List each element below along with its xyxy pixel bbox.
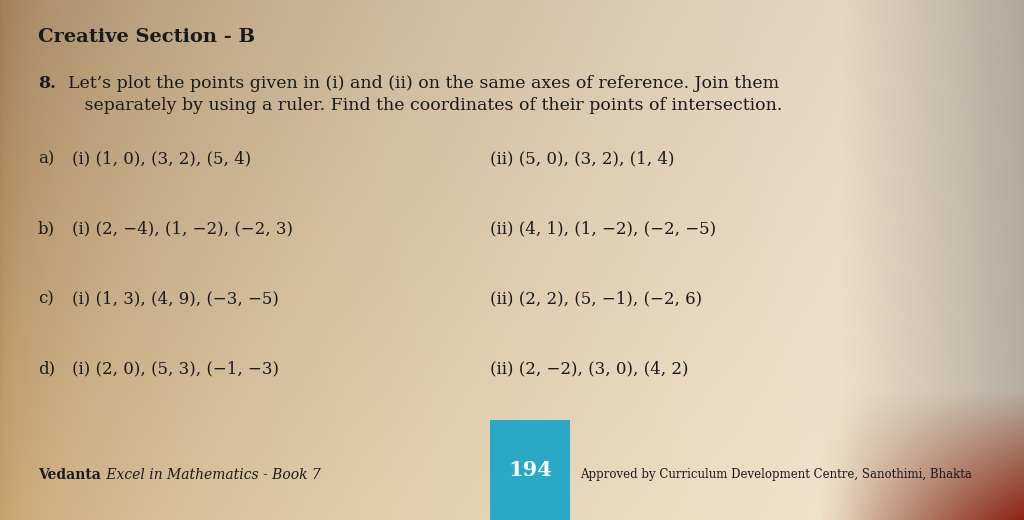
Text: Approved by Curriculum Development Centre, Sanothimi, Bhakta: Approved by Curriculum Development Centr… [580,468,972,481]
Text: (i) (2, 0), (5, 3), (−1, −3): (i) (2, 0), (5, 3), (−1, −3) [72,360,279,377]
Text: (ii) (4, 1), (1, −2), (−2, −5): (ii) (4, 1), (1, −2), (−2, −5) [490,220,716,237]
Text: 194: 194 [508,460,552,480]
Text: Creative Section - B: Creative Section - B [38,28,255,46]
Text: separately by using a ruler. Find the coordinates of their points of intersectio: separately by using a ruler. Find the co… [68,97,782,114]
Text: b): b) [38,220,55,237]
Text: Vedanta: Vedanta [38,468,101,482]
Bar [490,420,570,520]
Text: (i) (1, 0), (3, 2), (5, 4): (i) (1, 0), (3, 2), (5, 4) [72,150,251,167]
Text: Excel in Mathematics - Book 7: Excel in Mathematics - Book 7 [102,468,321,482]
Text: a): a) [38,150,54,167]
Text: (ii) (5, 0), (3, 2), (1, 4): (ii) (5, 0), (3, 2), (1, 4) [490,150,675,167]
Text: (ii) (2, −2), (3, 0), (4, 2): (ii) (2, −2), (3, 0), (4, 2) [490,360,688,377]
Text: c): c) [38,290,54,307]
Text: Let’s plot the points given in (i) and (ii) on the same axes of reference. Join : Let’s plot the points given in (i) and (… [68,75,779,92]
Text: 8.: 8. [38,75,56,92]
Text: (i) (1, 3), (4, 9), (−3, −5): (i) (1, 3), (4, 9), (−3, −5) [72,290,279,307]
Text: (i) (2, −4), (1, −2), (−2, 3): (i) (2, −4), (1, −2), (−2, 3) [72,220,293,237]
Text: d): d) [38,360,55,377]
Text: (ii) (2, 2), (5, −1), (−2, 6): (ii) (2, 2), (5, −1), (−2, 6) [490,290,702,307]
